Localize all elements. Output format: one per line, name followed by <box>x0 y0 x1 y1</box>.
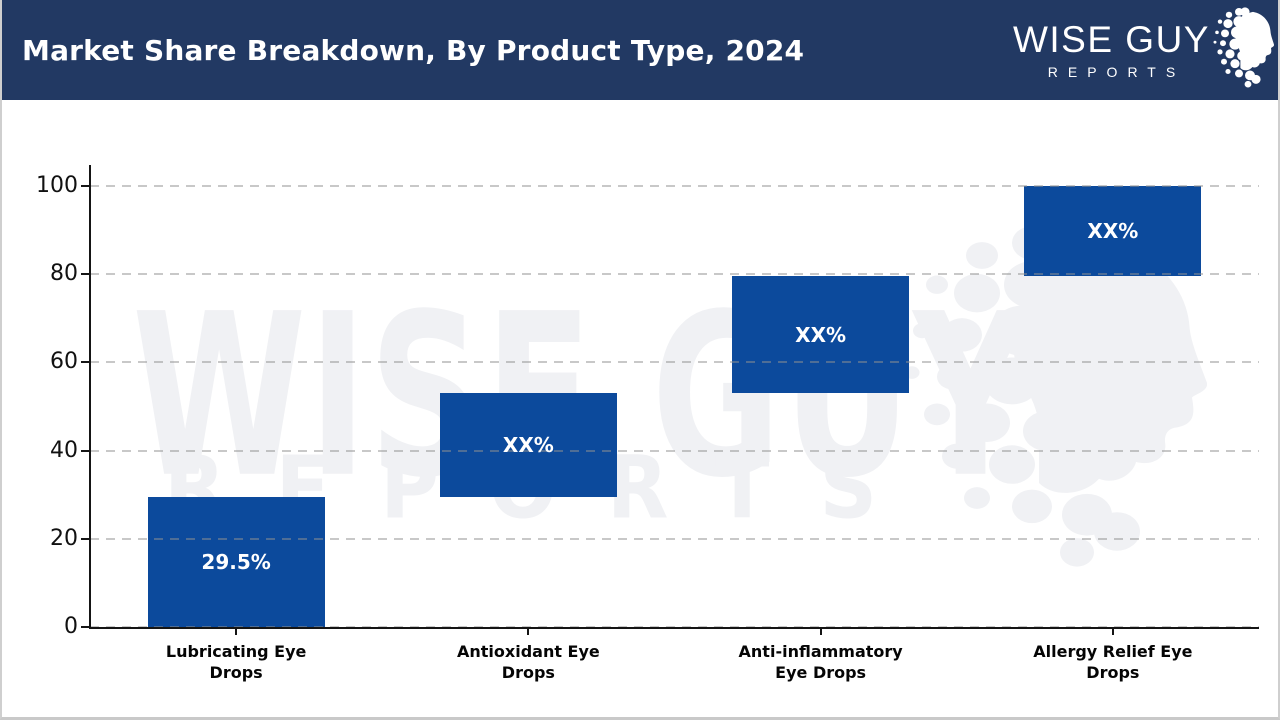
y-axis-line <box>89 165 91 629</box>
logo-subtitle: REPORTS <box>1047 64 1186 80</box>
x-category-label: Antioxidant Eye Drops <box>398 641 658 683</box>
y-tick-label: 100 <box>36 173 78 198</box>
x-tick-mark <box>235 627 238 635</box>
y-tick-label: 80 <box>50 261 78 287</box>
y-tick-mark <box>81 361 89 364</box>
x-category-label: Lubricating Eye Drops <box>106 641 366 683</box>
logo-head-icon <box>1212 7 1274 93</box>
y-tick-mark <box>81 626 89 628</box>
y-tick-label: 20 <box>50 525 78 551</box>
chart-area: WISE GUY REPORTS 29.5%XX%XX%XX% 02040608… <box>2 100 1278 717</box>
gridline <box>90 537 1259 540</box>
x-tick-mark <box>527 627 530 635</box>
x-category-label-line: Anti-inflammatory <box>738 642 903 661</box>
x-category-label-line: Lubricating Eye <box>165 642 307 661</box>
gridline <box>90 185 1259 187</box>
bar-segment <box>439 393 617 497</box>
page-title: Market Share Breakdown, By Product Type,… <box>22 33 805 67</box>
bar-segment <box>732 276 910 394</box>
y-tick-label: 60 <box>50 349 78 375</box>
y-tick-label: 0 <box>64 614 78 639</box>
header-bar: Market Share Breakdown, By Product Type,… <box>2 0 1278 100</box>
y-tick-mark <box>81 273 89 276</box>
gridline <box>90 449 1259 452</box>
x-category-label-line: Eye Drops <box>775 663 867 682</box>
x-category-label: Allergy Relief Eye Drops <box>983 641 1243 683</box>
gridline <box>90 273 1259 276</box>
x-category-label-line: Allergy Relief Eye <box>1033 642 1193 661</box>
bar-segment <box>147 496 325 627</box>
x-axis-line <box>89 627 1259 629</box>
x-category-label-line: Antioxidant Eye <box>456 642 600 661</box>
watermark-head-icon <box>897 222 1207 590</box>
x-tick-mark <box>819 627 822 635</box>
wiseguy-logo: WISE GUY REPORTS <box>1013 0 1274 100</box>
x-category-label-line: Drops <box>1086 663 1140 682</box>
y-tick-mark <box>81 537 89 540</box>
y-tick-label: 40 <box>50 437 78 463</box>
x-tick-mark <box>1111 627 1114 635</box>
x-category-label-line: Drops <box>209 663 263 682</box>
logo-wordmark: WISE GUY <box>1012 19 1210 60</box>
x-category-label: Anti-inflammatory Eye Drops <box>691 641 951 683</box>
logo-text: WISE GUY REPORTS <box>1013 21 1210 79</box>
y-tick-mark <box>81 449 89 452</box>
y-tick-mark <box>81 185 89 187</box>
bar-segment <box>1024 186 1202 277</box>
x-category-label-line: Drops <box>501 663 555 682</box>
gridline <box>90 361 1259 364</box>
